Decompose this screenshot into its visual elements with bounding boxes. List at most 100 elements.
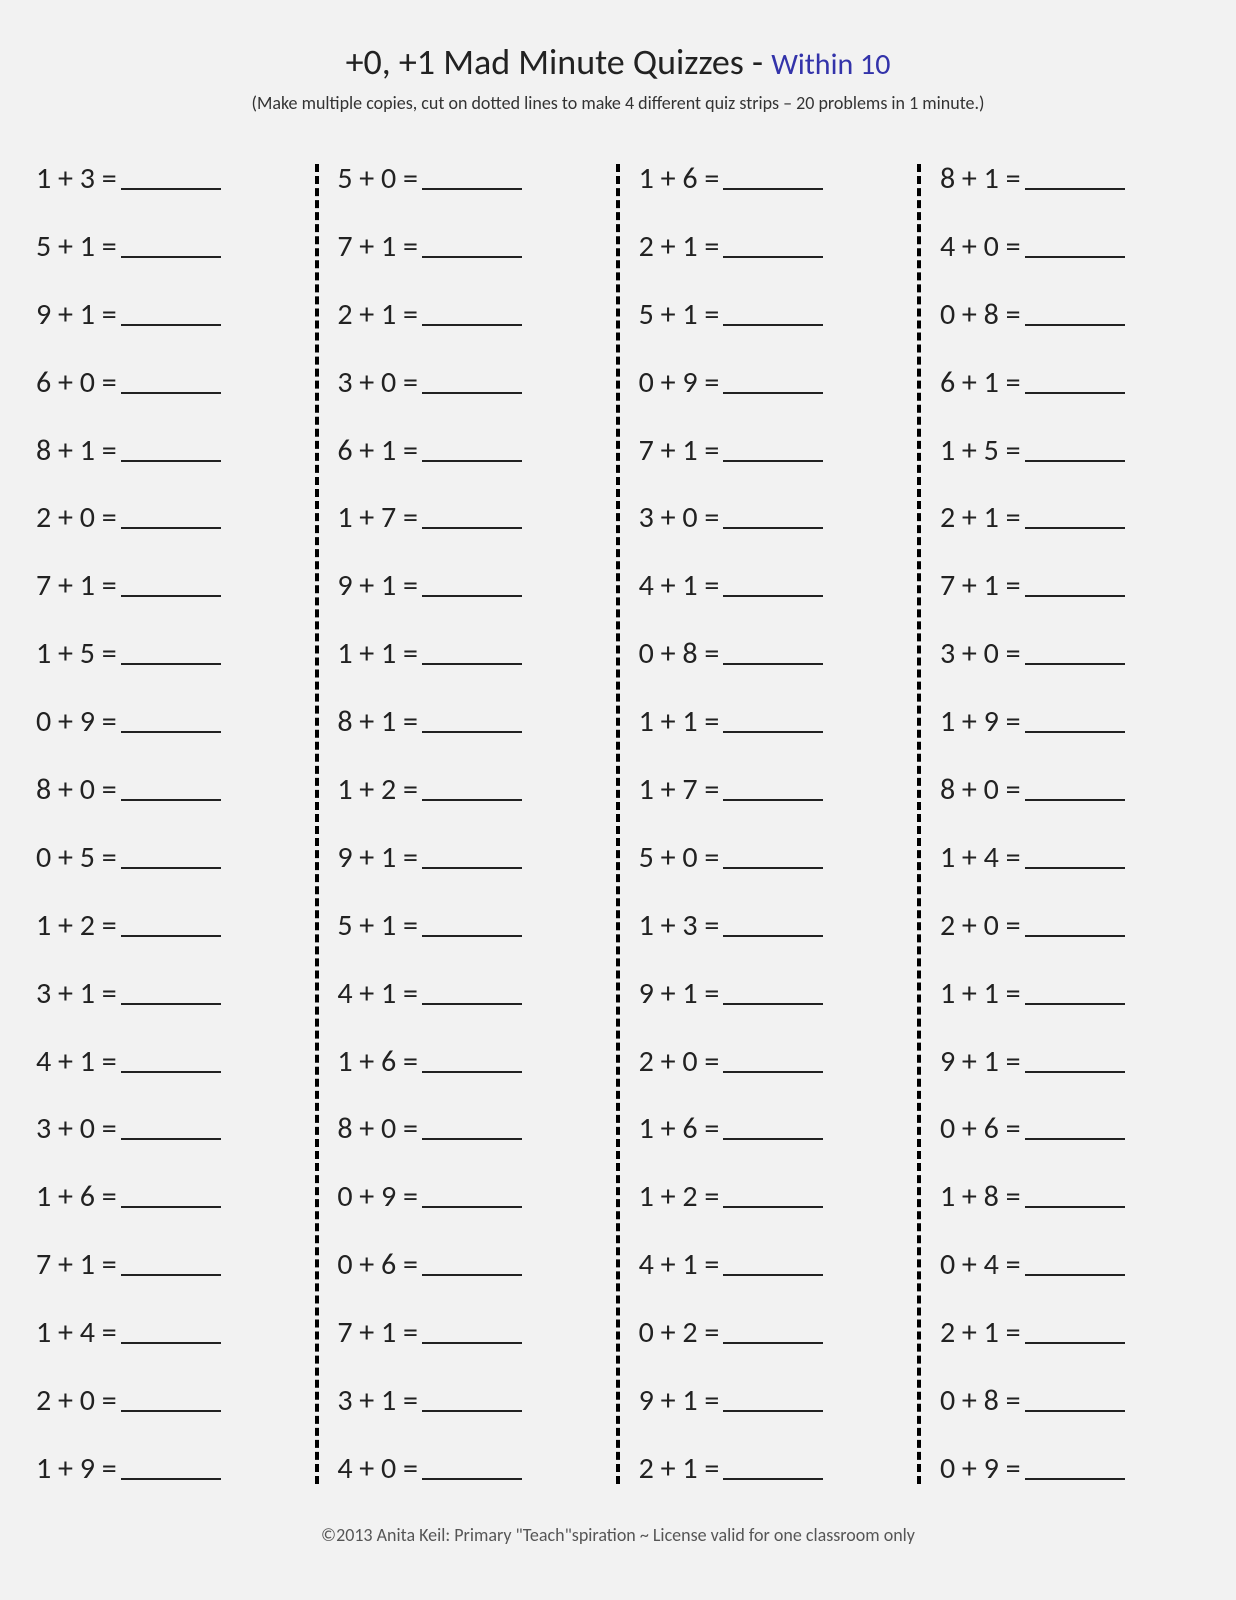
answer-blank[interactable] xyxy=(121,460,221,462)
answer-blank[interactable] xyxy=(1025,1206,1125,1208)
problem-expression: 0 + 5 = xyxy=(36,843,117,873)
answer-blank[interactable] xyxy=(121,188,221,190)
quiz-problem: 2 + 1 = xyxy=(940,1318,1200,1348)
answer-blank[interactable] xyxy=(1025,595,1125,597)
problem-expression: 5 + 1 = xyxy=(337,911,418,941)
problem-expression: 1 + 8 = xyxy=(940,1182,1021,1212)
answer-blank[interactable] xyxy=(723,1138,823,1140)
answer-blank[interactable] xyxy=(1025,663,1125,665)
answer-blank[interactable] xyxy=(121,663,221,665)
answer-blank[interactable] xyxy=(723,1206,823,1208)
answer-blank[interactable] xyxy=(121,867,221,869)
quiz-problem: 1 + 6 = xyxy=(36,1182,296,1212)
answer-blank[interactable] xyxy=(723,867,823,869)
answer-blank[interactable] xyxy=(422,256,522,258)
quiz-problem: 7 + 1 = xyxy=(337,232,597,262)
answer-blank[interactable] xyxy=(121,935,221,937)
answer-blank[interactable] xyxy=(1025,188,1125,190)
answer-blank[interactable] xyxy=(1025,1003,1125,1005)
answer-blank[interactable] xyxy=(422,527,522,529)
quiz-problem: 3 + 0 = xyxy=(36,1114,296,1144)
answer-blank[interactable] xyxy=(1025,1071,1125,1073)
answer-blank[interactable] xyxy=(422,460,522,462)
problem-expression: 4 + 0 = xyxy=(940,232,1021,262)
answer-blank[interactable] xyxy=(121,527,221,529)
answer-blank[interactable] xyxy=(121,1410,221,1412)
answer-blank[interactable] xyxy=(1025,935,1125,937)
answer-blank[interactable] xyxy=(723,256,823,258)
answer-blank[interactable] xyxy=(121,1003,221,1005)
problem-expression: 7 + 1 = xyxy=(36,1250,117,1280)
answer-blank[interactable] xyxy=(121,799,221,801)
problem-expression: 9 + 1 = xyxy=(337,843,418,873)
answer-blank[interactable] xyxy=(1025,1410,1125,1412)
answer-blank[interactable] xyxy=(723,527,823,529)
problem-expression: 2 + 1 = xyxy=(940,503,1021,533)
answer-blank[interactable] xyxy=(723,1410,823,1412)
answer-blank[interactable] xyxy=(422,731,522,733)
answer-blank[interactable] xyxy=(723,799,823,801)
answer-blank[interactable] xyxy=(723,324,823,326)
answer-blank[interactable] xyxy=(121,595,221,597)
answer-blank[interactable] xyxy=(723,1274,823,1276)
problem-expression: 1 + 7 = xyxy=(337,503,418,533)
answer-blank[interactable] xyxy=(422,1274,522,1276)
answer-blank[interactable] xyxy=(121,1342,221,1344)
answer-blank[interactable] xyxy=(1025,799,1125,801)
answer-blank[interactable] xyxy=(723,392,823,394)
answer-blank[interactable] xyxy=(422,663,522,665)
answer-blank[interactable] xyxy=(723,460,823,462)
answer-blank[interactable] xyxy=(723,935,823,937)
answer-blank[interactable] xyxy=(1025,324,1125,326)
answer-blank[interactable] xyxy=(723,1003,823,1005)
answer-blank[interactable] xyxy=(422,1071,522,1073)
problem-expression: 0 + 9 = xyxy=(940,1454,1021,1484)
answer-blank[interactable] xyxy=(121,1071,221,1073)
answer-blank[interactable] xyxy=(1025,460,1125,462)
answer-blank[interactable] xyxy=(121,392,221,394)
answer-blank[interactable] xyxy=(723,1071,823,1073)
answer-blank[interactable] xyxy=(723,731,823,733)
answer-blank[interactable] xyxy=(723,188,823,190)
answer-blank[interactable] xyxy=(1025,527,1125,529)
answer-blank[interactable] xyxy=(723,1478,823,1480)
answer-blank[interactable] xyxy=(121,1206,221,1208)
problem-expression: 1 + 4 = xyxy=(940,843,1021,873)
answer-blank[interactable] xyxy=(121,1274,221,1276)
problem-expression: 6 + 0 = xyxy=(36,368,117,398)
answer-blank[interactable] xyxy=(422,1138,522,1140)
answer-blank[interactable] xyxy=(1025,1274,1125,1276)
answer-blank[interactable] xyxy=(1025,1138,1125,1140)
answer-blank[interactable] xyxy=(422,324,522,326)
answer-blank[interactable] xyxy=(422,1410,522,1412)
answer-blank[interactable] xyxy=(422,595,522,597)
answer-blank[interactable] xyxy=(723,595,823,597)
quiz-column-1: 1 + 3 =5 + 1 =9 + 1 =6 + 0 =8 + 1 =2 + 0… xyxy=(36,164,296,1484)
answer-blank[interactable] xyxy=(121,731,221,733)
problem-expression: 1 + 5 = xyxy=(36,639,117,669)
answer-blank[interactable] xyxy=(1025,256,1125,258)
answer-blank[interactable] xyxy=(422,392,522,394)
quiz-problem: 7 + 1 = xyxy=(36,571,296,601)
problem-expression: 2 + 1 = xyxy=(639,1454,720,1484)
answer-blank[interactable] xyxy=(422,867,522,869)
answer-blank[interactable] xyxy=(121,324,221,326)
answer-blank[interactable] xyxy=(422,1206,522,1208)
quiz-problem: 8 + 1 = xyxy=(337,707,597,737)
answer-blank[interactable] xyxy=(422,799,522,801)
answer-blank[interactable] xyxy=(121,256,221,258)
answer-blank[interactable] xyxy=(1025,392,1125,394)
answer-blank[interactable] xyxy=(121,1138,221,1140)
answer-blank[interactable] xyxy=(1025,1342,1125,1344)
answer-blank[interactable] xyxy=(422,1003,522,1005)
answer-blank[interactable] xyxy=(1025,867,1125,869)
answer-blank[interactable] xyxy=(422,1478,522,1480)
answer-blank[interactable] xyxy=(723,663,823,665)
answer-blank[interactable] xyxy=(723,1342,823,1344)
answer-blank[interactable] xyxy=(121,1478,221,1480)
answer-blank[interactable] xyxy=(422,935,522,937)
answer-blank[interactable] xyxy=(1025,1478,1125,1480)
answer-blank[interactable] xyxy=(422,1342,522,1344)
answer-blank[interactable] xyxy=(422,188,522,190)
answer-blank[interactable] xyxy=(1025,731,1125,733)
